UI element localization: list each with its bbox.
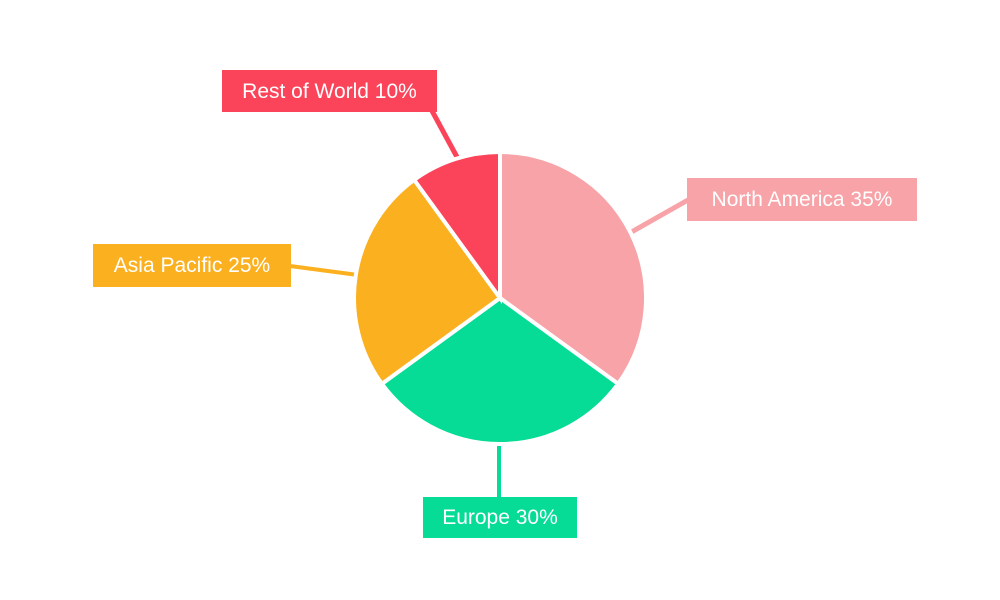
leader-line-asia-pacific (289, 264, 359, 277)
callout-label-europe: Europe 30% (423, 497, 577, 538)
pie-slice-north-america[interactable] (498, 149, 648, 387)
callout-label-asia-pacific: Asia Pacific 25% (93, 244, 291, 287)
pie-slice-asia-pacific[interactable] (352, 177, 503, 387)
callout-text-asia-pacific: Asia Pacific 25% (113, 254, 271, 277)
callout-text-europe: Europe 30% (442, 506, 558, 529)
callout-text-rest-of-world: Rest of World 10% (242, 79, 417, 103)
callout-text-north-america: North America 35% (711, 188, 893, 211)
leader-line-rest-of-world (428, 107, 460, 159)
leader-lines (289, 107, 690, 498)
pie-slice-europe[interactable] (379, 295, 621, 447)
leader-line-north-america (626, 197, 690, 237)
callout-label-rest-of-world: Rest of World 10% (222, 70, 437, 112)
callout-label-north-america: North America 35% (687, 178, 917, 221)
pie-slices (352, 149, 648, 447)
pie-slice-rest-of-world[interactable] (411, 149, 502, 305)
